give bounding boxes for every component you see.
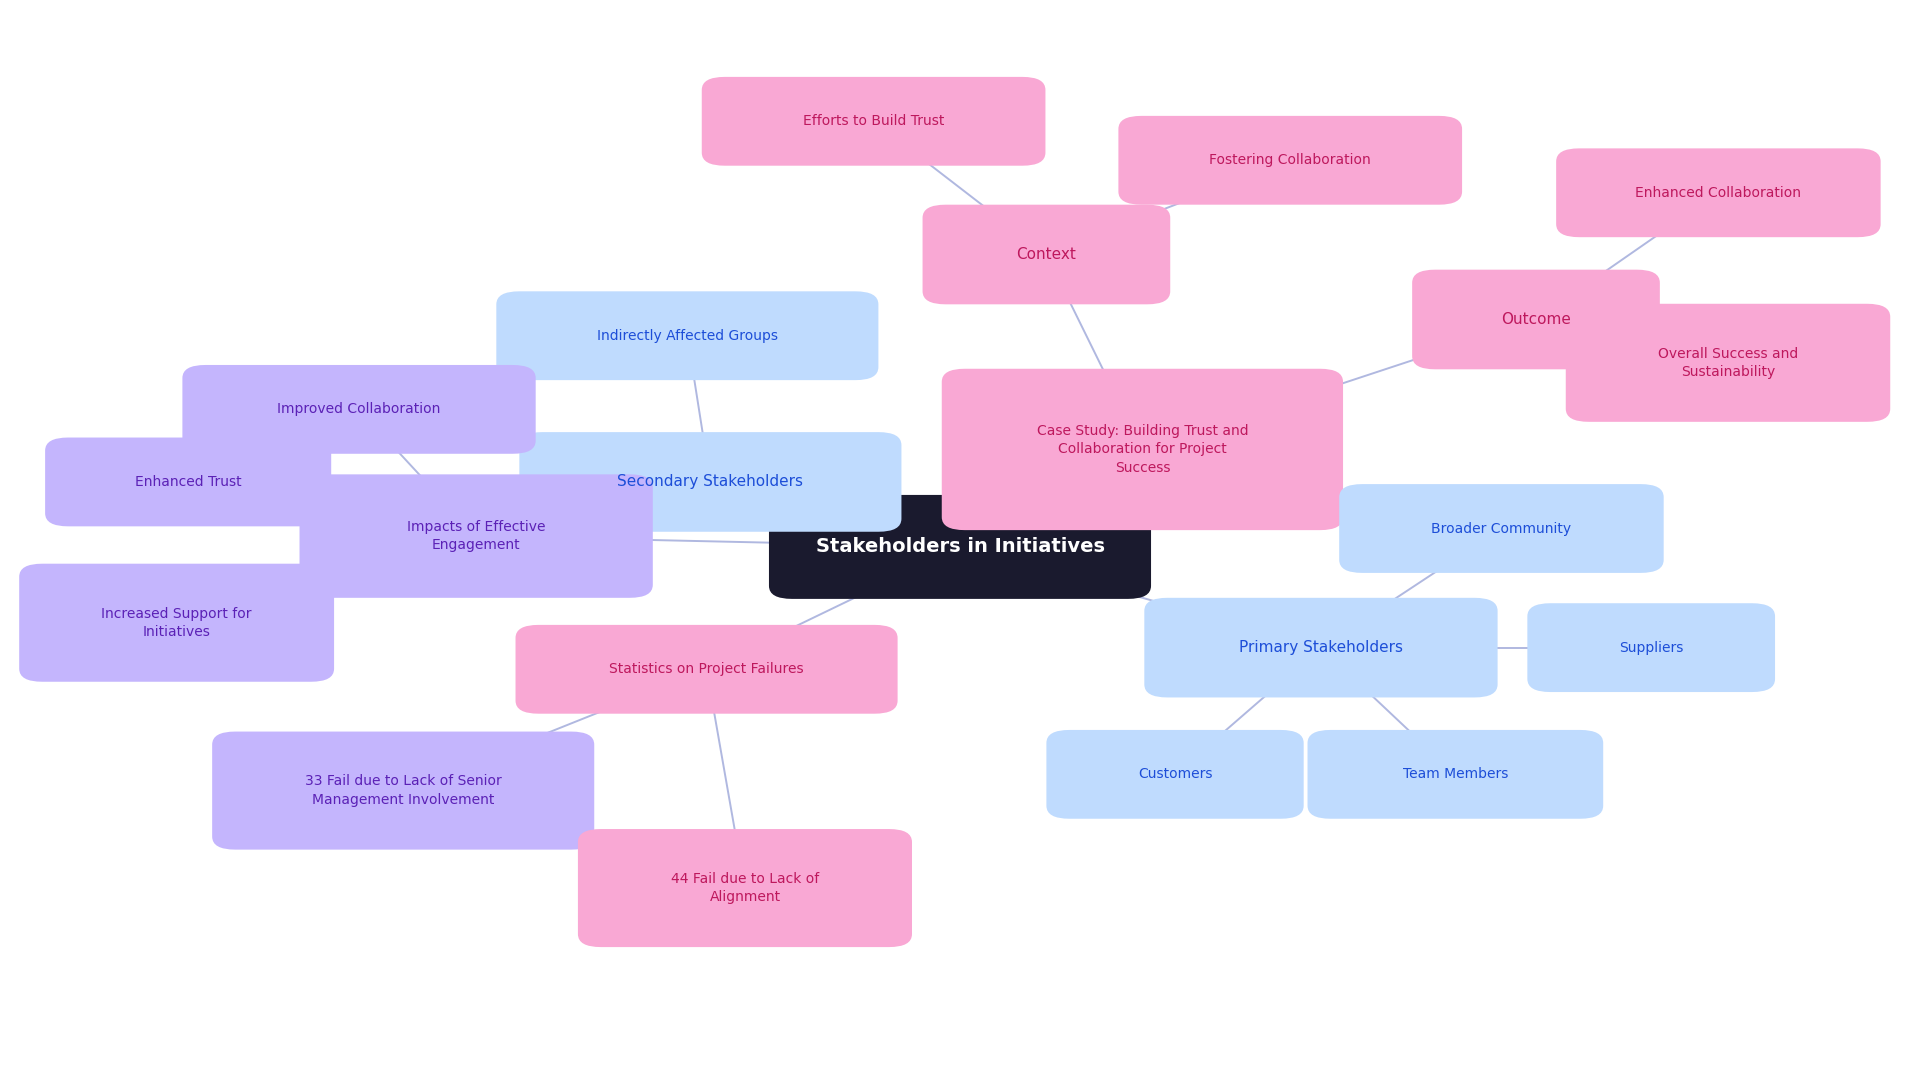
FancyBboxPatch shape [703,77,1044,166]
FancyBboxPatch shape [578,830,912,947]
FancyBboxPatch shape [1340,484,1663,573]
FancyBboxPatch shape [1308,730,1603,819]
FancyBboxPatch shape [768,495,1150,599]
Text: Suppliers: Suppliers [1619,641,1684,654]
Text: Improved Collaboration: Improved Collaboration [276,403,442,416]
Text: Customers: Customers [1139,768,1212,781]
Text: Team Members: Team Members [1404,768,1507,781]
FancyBboxPatch shape [1528,603,1774,692]
FancyBboxPatch shape [1555,148,1882,237]
Text: Indirectly Affected Groups: Indirectly Affected Groups [597,329,778,342]
FancyBboxPatch shape [19,563,334,682]
Text: 44 Fail due to Lack of
Alignment: 44 Fail due to Lack of Alignment [670,872,820,904]
Text: Statistics on Project Failures: Statistics on Project Failures [609,663,804,676]
Text: Impacts of Effective
Engagement: Impacts of Effective Engagement [407,520,545,552]
FancyBboxPatch shape [495,291,877,380]
FancyBboxPatch shape [46,438,330,526]
FancyBboxPatch shape [941,369,1342,531]
Text: Efforts to Build Trust: Efforts to Build Trust [803,115,945,128]
Text: Stakeholders in Initiatives: Stakeholders in Initiatives [816,537,1104,557]
FancyBboxPatch shape [300,474,653,598]
FancyBboxPatch shape [518,432,900,532]
Text: Case Study: Building Trust and
Collaboration for Project
Success: Case Study: Building Trust and Collabora… [1037,425,1248,474]
Text: Enhanced Trust: Enhanced Trust [134,475,242,488]
FancyBboxPatch shape [1567,303,1889,421]
FancyBboxPatch shape [924,205,1171,304]
Text: Fostering Collaboration: Fostering Collaboration [1210,154,1371,167]
FancyBboxPatch shape [1046,730,1304,819]
FancyBboxPatch shape [182,365,536,454]
Text: Secondary Stakeholders: Secondary Stakeholders [618,474,803,490]
Text: Primary Stakeholders: Primary Stakeholders [1238,640,1404,655]
Text: Context: Context [1016,247,1077,262]
FancyBboxPatch shape [211,732,595,849]
Text: Outcome: Outcome [1501,312,1571,327]
Text: 33 Fail due to Lack of Senior
Management Involvement: 33 Fail due to Lack of Senior Management… [305,774,501,807]
Text: Enhanced Collaboration: Enhanced Collaboration [1636,186,1801,199]
Text: Increased Support for
Initiatives: Increased Support for Initiatives [102,606,252,639]
Text: Broader Community: Broader Community [1432,522,1571,535]
FancyBboxPatch shape [515,625,897,714]
Text: Overall Success and
Sustainability: Overall Success and Sustainability [1657,347,1799,379]
FancyBboxPatch shape [1144,598,1498,697]
FancyBboxPatch shape [1413,270,1659,369]
FancyBboxPatch shape [1117,116,1463,205]
